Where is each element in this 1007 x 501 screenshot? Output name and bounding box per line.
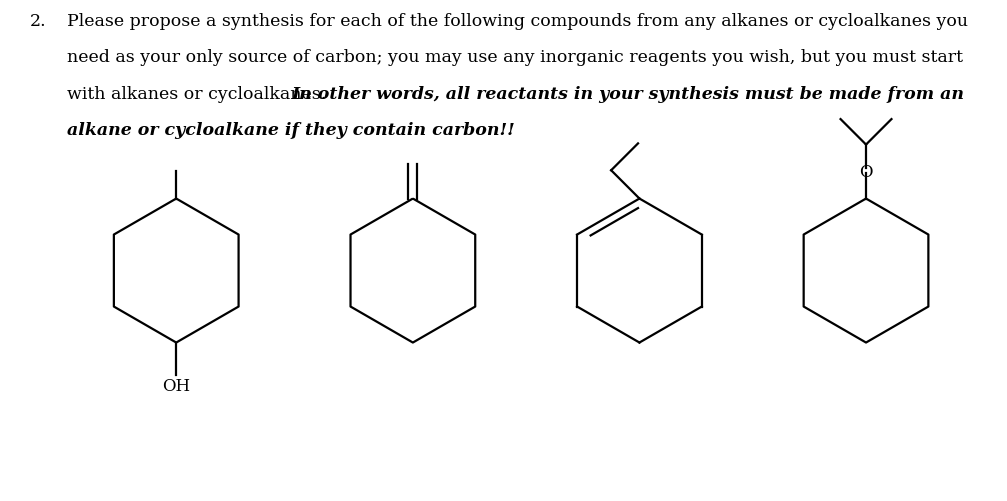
Text: alkane or cycloalkane if they contain carbon!!: alkane or cycloalkane if they contain ca… bbox=[67, 122, 516, 139]
Text: In other words, all reactants in your synthesis must be made from an: In other words, all reactants in your sy… bbox=[291, 86, 964, 103]
Text: 2.: 2. bbox=[30, 13, 47, 30]
Text: Please propose a synthesis for each of the following compounds from any alkanes : Please propose a synthesis for each of t… bbox=[67, 13, 969, 30]
Text: OH: OH bbox=[162, 378, 190, 395]
Text: with alkanes or cycloalkanes.: with alkanes or cycloalkanes. bbox=[67, 86, 337, 103]
Text: O: O bbox=[859, 164, 873, 181]
Text: need as your only source of carbon; you may use any inorganic reagents you wish,: need as your only source of carbon; you … bbox=[67, 49, 964, 66]
